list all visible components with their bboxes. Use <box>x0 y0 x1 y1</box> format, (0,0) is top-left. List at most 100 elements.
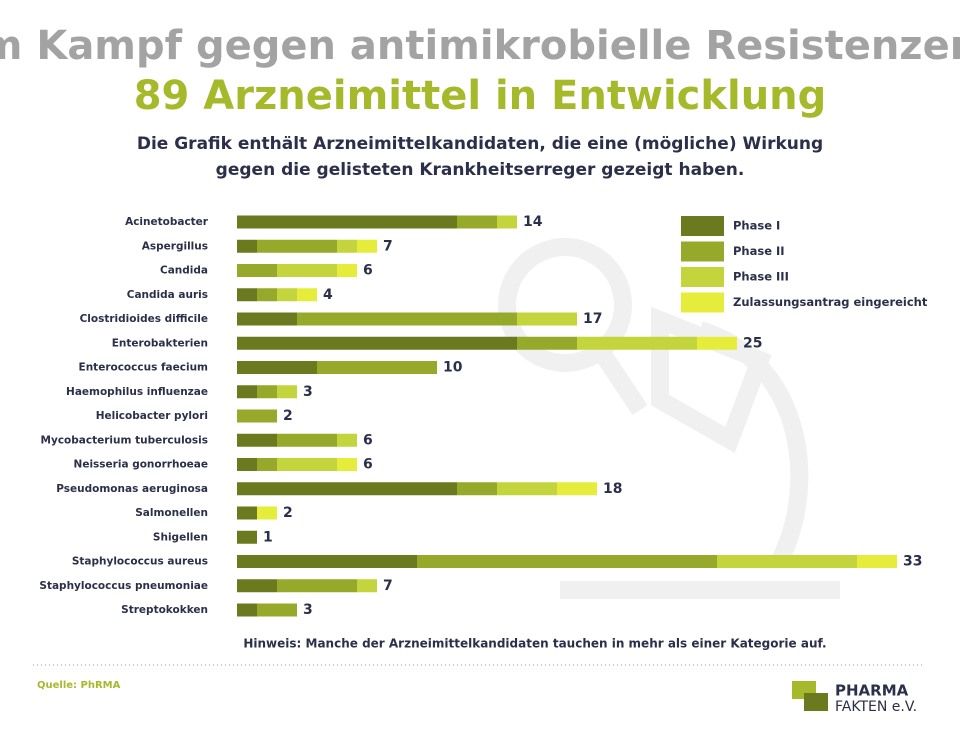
category-label: Streptokokken <box>121 604 208 616</box>
bar-segment <box>357 579 377 593</box>
bar-segment <box>577 336 697 350</box>
subtitle: gegen die gelisteten Krankheitserreger g… <box>216 160 745 180</box>
logo-text: FAKTEN e.V. <box>835 699 917 715</box>
total-label: 2 <box>283 505 293 521</box>
category-label: Mycobacterium tuberculosis <box>41 434 208 446</box>
note: Hinweis: Manche der Arzneimittelkandidat… <box>243 637 826 651</box>
total-label: 3 <box>303 384 313 400</box>
bar-segment <box>337 264 357 277</box>
bar-segment <box>357 239 377 253</box>
total-label: 25 <box>743 335 762 351</box>
bar-segment <box>297 312 517 326</box>
bar-segment <box>237 336 517 350</box>
legend-label: Phase III <box>733 270 789 284</box>
category-label: Candida <box>160 265 208 277</box>
total-label: 3 <box>303 602 313 618</box>
bar-segment <box>457 215 497 229</box>
total-label: 1 <box>263 529 273 545</box>
bar-segment <box>237 530 257 544</box>
bar-segment <box>257 288 277 302</box>
background-icon <box>498 238 840 599</box>
logo: PHARMA FAKTEN e.V. <box>792 681 917 715</box>
bar-segment <box>417 555 717 568</box>
chart-title: Im Kampf gegen antimikrobielle Resistenz… <box>0 23 960 69</box>
category-label: Neisseria gonorrhoeae <box>74 459 208 471</box>
category-label: Haemophilus influenzae <box>66 386 208 398</box>
bar-segment <box>237 239 257 253</box>
bar-segment <box>497 482 557 496</box>
category-label: Salmonellen <box>135 507 208 519</box>
total-label: 10 <box>443 360 463 376</box>
bar-segment <box>857 555 897 568</box>
category-label: Enterobakterien <box>112 337 208 349</box>
total-label: 18 <box>603 481 622 497</box>
category-label: Clostridioides difficile <box>80 313 208 325</box>
chart-title: 89 Arzneimittel in Entwicklung <box>134 73 827 119</box>
bar-segment <box>277 433 337 447</box>
bar-segment <box>517 336 577 350</box>
bar-segment <box>237 482 457 496</box>
category-label: Staphylococcus pneumoniae <box>39 580 208 592</box>
bar-segment <box>237 409 277 423</box>
bar-segment <box>257 385 277 399</box>
bar-segment <box>237 264 277 277</box>
total-label: 7 <box>383 578 393 594</box>
bar-segment <box>277 385 297 399</box>
total-label: 6 <box>363 263 373 279</box>
bar-segment <box>717 555 857 568</box>
bar-segment <box>317 361 437 374</box>
bar-segment <box>237 288 257 302</box>
category-label: Staphylococcus aureus <box>72 556 208 568</box>
total-label: 33 <box>903 554 922 570</box>
bar-segment <box>457 482 497 496</box>
bar-segment <box>237 215 457 229</box>
bar-segment <box>237 385 257 399</box>
bar-segment <box>237 312 297 326</box>
bar-segment <box>257 239 337 253</box>
bar-segment <box>277 579 357 593</box>
bar-segment <box>277 288 297 302</box>
legend-swatch <box>681 292 724 313</box>
subtitle: Die Grafik enthält Arzneimittelkandidate… <box>137 134 823 154</box>
source: Quelle: PhRMA <box>37 680 121 691</box>
bar-segment <box>557 482 597 496</box>
category-label: Aspergillus <box>142 240 208 252</box>
bar-segment <box>257 603 297 617</box>
bar-segment <box>337 239 357 253</box>
category-label: Candida auris <box>127 289 208 301</box>
total-label: 2 <box>283 408 293 424</box>
category-label: Pseudomonas aeruginosa <box>56 483 208 495</box>
legend-swatch <box>681 241 724 262</box>
total-label: 6 <box>363 432 373 448</box>
bar-segment <box>237 579 277 593</box>
total-label: 7 <box>383 238 393 254</box>
bar-segment <box>237 555 417 568</box>
legend-label: Zulassungsantrag eingereicht <box>733 295 928 309</box>
bar-segment <box>237 433 277 447</box>
bar-segment <box>257 506 277 520</box>
bar-segment <box>697 336 737 350</box>
bar-segment <box>237 506 257 520</box>
legend-swatch <box>681 216 724 236</box>
total-label: 4 <box>323 287 333 303</box>
category-label: Helicobacter pylori <box>96 410 208 422</box>
bar-segment <box>517 312 577 326</box>
bar-segment <box>277 458 337 471</box>
category-label: Shigellen <box>153 531 208 543</box>
bar-segment <box>237 603 257 617</box>
bar-segment <box>257 458 277 471</box>
logo-text: PHARMA <box>835 682 909 700</box>
bar-segment <box>337 433 357 447</box>
category-label: Acinetobacter <box>125 216 209 228</box>
legend-swatch <box>681 267 724 287</box>
bar-segment <box>277 264 337 277</box>
legend-label: Phase II <box>733 244 785 258</box>
category-label: Enterococcus faecium <box>79 362 209 374</box>
total-label: 14 <box>523 214 543 230</box>
bar-segment <box>237 361 317 374</box>
total-label: 17 <box>583 311 602 327</box>
total-label: 6 <box>363 457 373 473</box>
bar-segment <box>297 288 317 302</box>
bar-segment <box>337 458 357 471</box>
